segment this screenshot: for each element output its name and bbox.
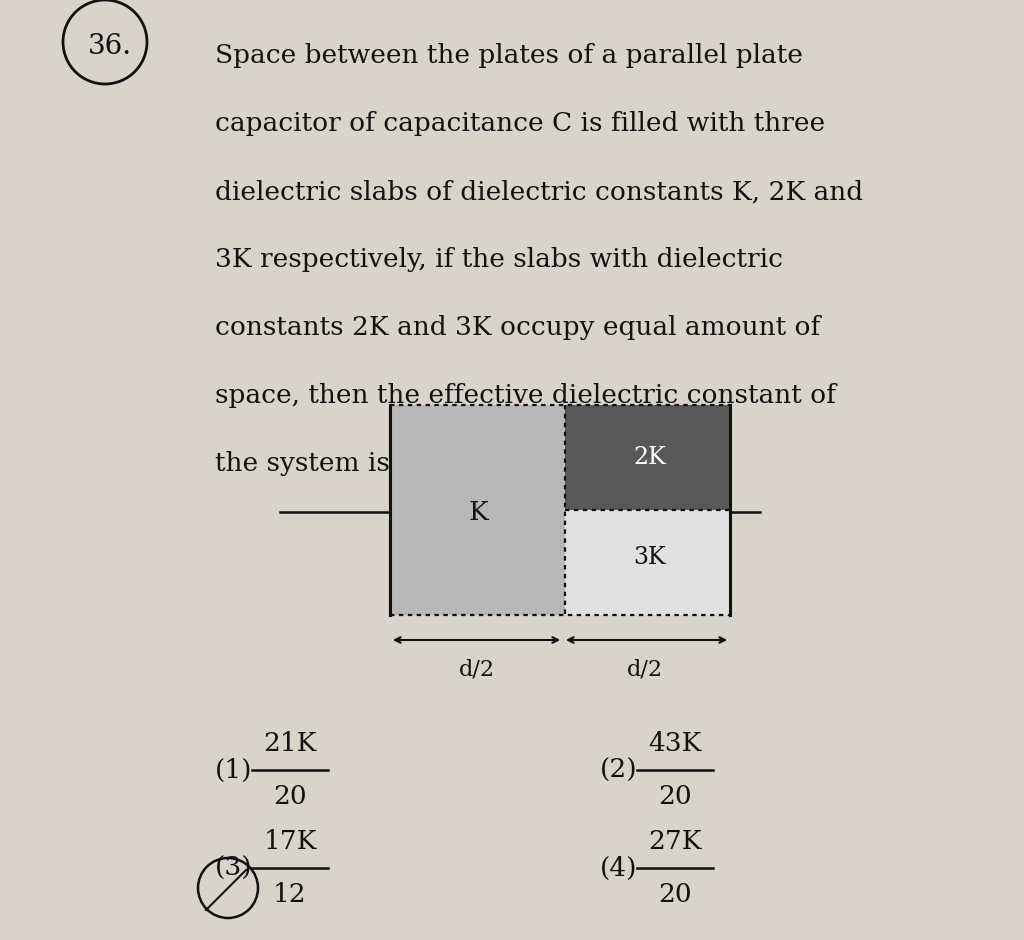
Text: 20: 20 <box>658 784 692 809</box>
Text: (4): (4) <box>600 855 638 881</box>
Text: (3): (3) <box>215 855 253 881</box>
Text: 3K: 3K <box>634 546 667 570</box>
Text: 27K: 27K <box>648 829 701 854</box>
Text: (1): (1) <box>215 758 253 782</box>
Text: 21K: 21K <box>263 731 316 756</box>
Text: 43K: 43K <box>648 731 701 756</box>
Text: 20: 20 <box>658 882 692 907</box>
Text: 17K: 17K <box>263 829 316 854</box>
Text: d/2: d/2 <box>627 658 663 680</box>
Text: 36.: 36. <box>88 34 132 60</box>
Text: 20: 20 <box>273 784 307 809</box>
Text: (2): (2) <box>600 758 638 782</box>
Text: constants 2K and 3K occupy equal amount of: constants 2K and 3K occupy equal amount … <box>215 316 820 340</box>
Text: the system is: the system is <box>215 451 390 477</box>
Text: capacitor of capacitance C is filled with three: capacitor of capacitance C is filled wit… <box>215 112 825 136</box>
Text: 12: 12 <box>273 882 307 907</box>
Text: d/2: d/2 <box>459 658 495 680</box>
Bar <box>565 510 730 615</box>
Bar <box>565 405 730 510</box>
Text: 2K: 2K <box>634 446 667 469</box>
Text: 3K respectively, if the slabs with dielectric: 3K respectively, if the slabs with diele… <box>215 247 783 273</box>
Text: dielectric slabs of dielectric constants K, 2K and: dielectric slabs of dielectric constants… <box>215 180 863 205</box>
Text: space, then the effective dielectric constant of: space, then the effective dielectric con… <box>215 384 836 409</box>
Text: Space between the plates of a parallel plate: Space between the plates of a parallel p… <box>215 43 803 69</box>
Text: K: K <box>468 499 487 525</box>
Bar <box>390 405 565 615</box>
